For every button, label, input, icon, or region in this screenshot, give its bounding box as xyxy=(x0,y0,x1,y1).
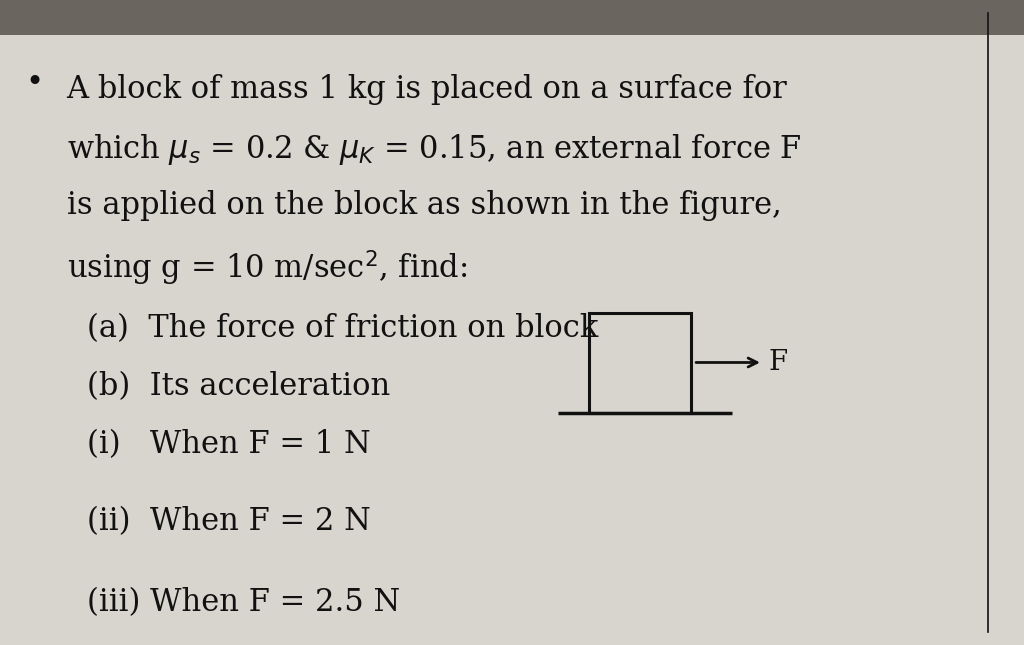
Text: using g = 10 m/sec$^2$, find:: using g = 10 m/sec$^2$, find: xyxy=(67,248,467,288)
Text: (i)   When F = 1 N: (i) When F = 1 N xyxy=(87,429,371,460)
Text: which $\mu_s$ = 0.2 & $\mu_K$ = 0.15, an external force F: which $\mu_s$ = 0.2 & $\mu_K$ = 0.15, an… xyxy=(67,132,802,167)
Text: •: • xyxy=(26,68,44,99)
Text: F: F xyxy=(768,349,787,376)
Text: is applied on the block as shown in the figure,: is applied on the block as shown in the … xyxy=(67,190,781,221)
Bar xyxy=(0,0,1024,35)
Text: (ii)  When F = 2 N: (ii) When F = 2 N xyxy=(87,506,371,537)
Text: (iii) When F = 2.5 N: (iii) When F = 2.5 N xyxy=(87,587,400,618)
Text: (a)  The force of friction on block: (a) The force of friction on block xyxy=(87,313,598,344)
Text: (b)  Its acceleration: (b) Its acceleration xyxy=(87,371,390,402)
Bar xyxy=(589,313,691,413)
Text: A block of mass 1 kg is placed on a surface for: A block of mass 1 kg is placed on a surf… xyxy=(67,74,787,105)
